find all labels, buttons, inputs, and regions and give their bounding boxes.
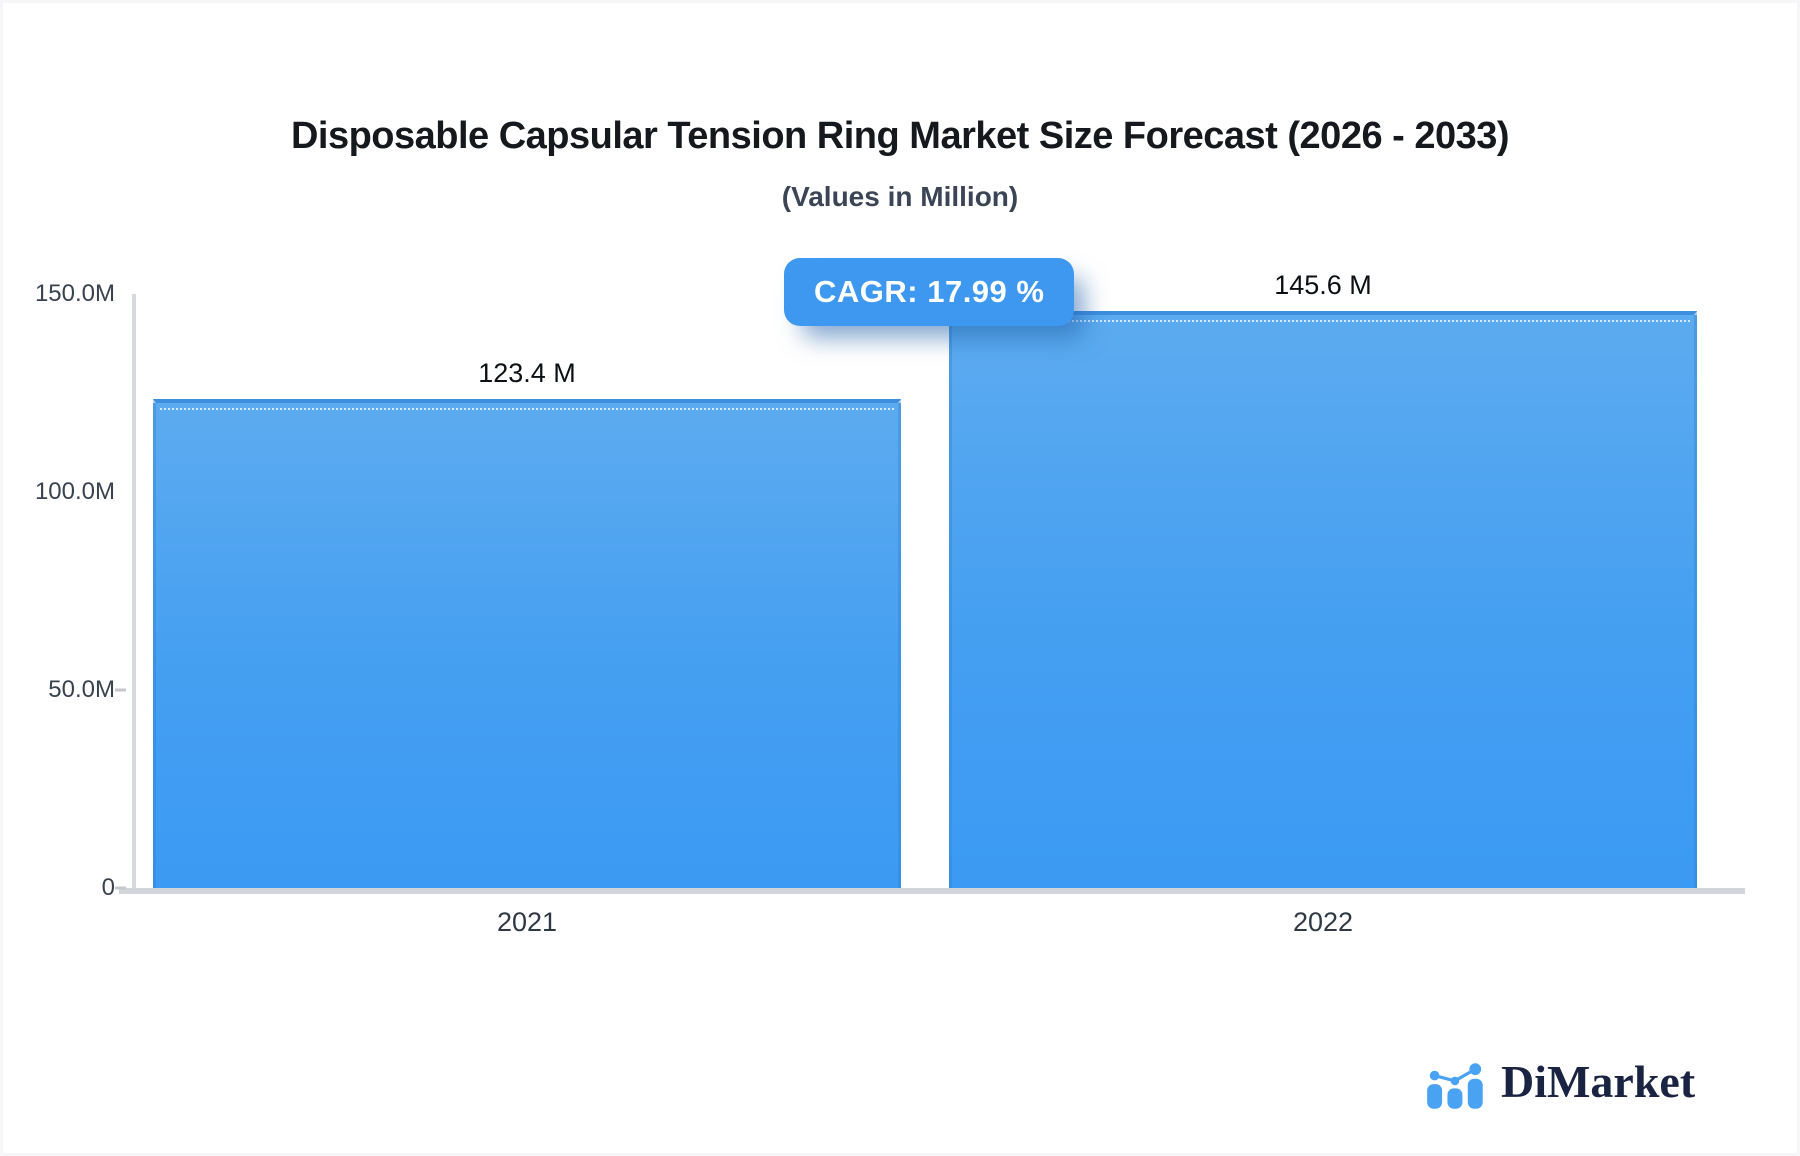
brand-name: DiMarket (1501, 1056, 1696, 1107)
x-axis-baseline (119, 888, 1745, 894)
cagr-badge: CAGR: 17.99 % (784, 258, 1075, 326)
y-axis-tick-mark (115, 886, 126, 890)
bar-2022 (949, 311, 1697, 888)
chart-title: Disposable Capsular Tension Ring Market … (290, 115, 1510, 157)
y-axis-tick-label: 150.0M (34, 280, 115, 307)
x-axis-label: 2022 (1292, 907, 1354, 937)
y-axis-tick-mark (115, 688, 126, 692)
bar-value-label: 123.4 M (478, 358, 576, 389)
cagr-badge-label: CAGR: 17.99 % (814, 274, 1045, 309)
y-axis-tick-label: 0 (101, 874, 115, 901)
y-axis-tick-label: 100.0M (34, 478, 115, 505)
brand-logo: DiMarket (1425, 1047, 1695, 1117)
x-axis-label: 2021 (496, 907, 558, 937)
y-axis-line (132, 294, 136, 889)
chart-subtitle: (Values in Million) (781, 181, 1019, 212)
bar-2021 (153, 399, 901, 888)
dimarket-bars-logo-icon (1427, 1063, 1483, 1109)
bar-value-label: 145.6 M (1274, 270, 1372, 301)
y-axis-tick-label: 50.0M (48, 676, 115, 703)
